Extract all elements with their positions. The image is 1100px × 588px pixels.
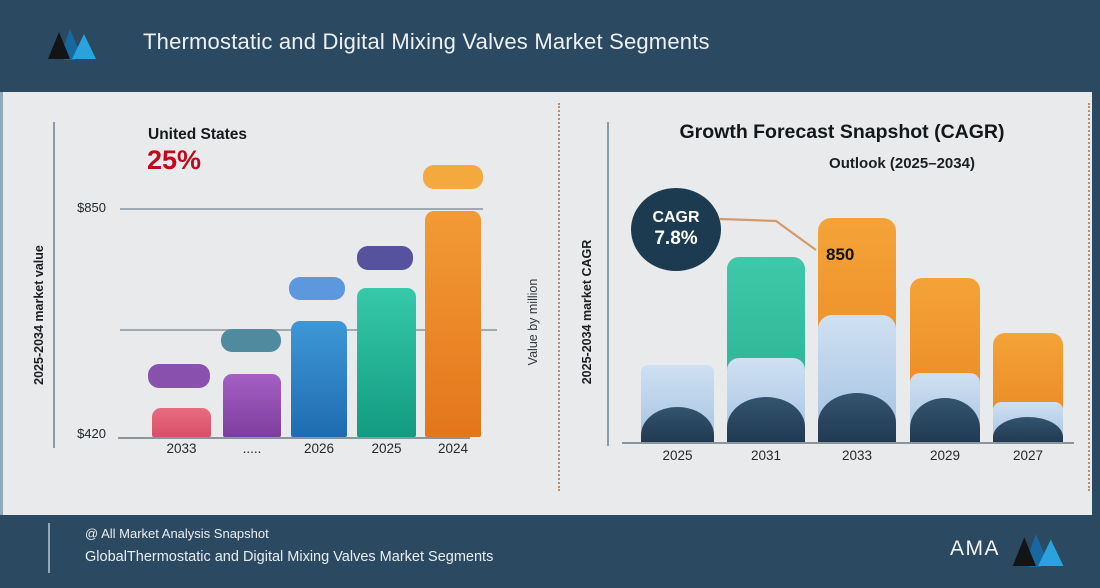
bar-cap xyxy=(423,165,483,189)
bar-segment xyxy=(818,393,896,442)
highlight-percentage: 25% xyxy=(147,145,202,175)
footer-snapshot-text: @ All Market Analysis Snapshot xyxy=(85,526,269,541)
footer-bar: @ All Market Analysis Snapshot GlobalThe… xyxy=(0,515,1100,588)
bar-cap xyxy=(221,329,281,352)
right-chart-subtitle: Outlook (2025–2034) xyxy=(829,155,975,172)
x-tick-label: 2033 xyxy=(841,448,873,463)
right-baseline xyxy=(622,442,1074,444)
x-tick-label: ..... xyxy=(242,441,262,456)
y-tick-420: $420 xyxy=(77,426,106,441)
x-tick-label: 2033 xyxy=(166,441,197,456)
cagr-badge: CAGR 7.8% xyxy=(631,188,721,271)
x-tick-label: 2024 xyxy=(437,441,469,456)
x-tick-label: 2026 xyxy=(303,441,335,456)
bar xyxy=(425,211,481,437)
value-unit-axis-title: Value by million xyxy=(526,278,540,366)
gridline-850 xyxy=(120,208,483,210)
right-y-axis-title: 2025-2034 market CAGR xyxy=(580,239,594,385)
footer-report-title: GlobalThermostatic and Digital Mixing Va… xyxy=(85,549,494,565)
right-y-axis xyxy=(607,122,609,446)
bar-segment xyxy=(727,397,805,442)
bar-cap xyxy=(357,246,413,270)
header-bar: Thermostatic and Digital Mixing Valves M… xyxy=(0,0,1100,92)
footer-divider xyxy=(48,523,50,573)
bar xyxy=(291,321,347,437)
x-tick-label: 2025 xyxy=(662,448,693,463)
bar-cap xyxy=(148,364,210,388)
bar-segment xyxy=(993,417,1063,442)
bar-cap xyxy=(289,277,345,300)
x-tick-label: 2031 xyxy=(750,448,782,463)
left-y-axis xyxy=(53,122,55,448)
bar-segment xyxy=(910,398,980,442)
x-tick-label: 2027 xyxy=(1012,448,1044,463)
y-tick-850: $850 xyxy=(77,200,106,215)
page-title: Thermostatic and Digital Mixing Valves M… xyxy=(143,29,710,54)
left-y-axis-title: 2025-2034 market value xyxy=(32,245,46,385)
right-edge-dotted xyxy=(1088,103,1090,491)
cagr-badge-value: 7.8% xyxy=(654,227,698,249)
cagr-badge-label: CAGR xyxy=(652,209,700,227)
bar xyxy=(357,288,416,437)
ama-logo-icon xyxy=(46,26,96,60)
panel-divider-dotted xyxy=(558,103,560,491)
left-baseline xyxy=(118,437,470,439)
x-tick-label: 2029 xyxy=(929,448,961,463)
bar xyxy=(223,374,281,437)
bar xyxy=(152,408,211,437)
right-chart-title: Growth Forecast Snapshot (CAGR) xyxy=(679,121,1005,143)
x-tick-label: 2025 xyxy=(371,441,402,456)
country-label: United States xyxy=(148,126,248,143)
footer-brand-text: AMA xyxy=(950,537,1001,560)
footer-ama-logo-icon xyxy=(1010,531,1064,567)
bar-data-label-850: 850 xyxy=(826,245,855,264)
